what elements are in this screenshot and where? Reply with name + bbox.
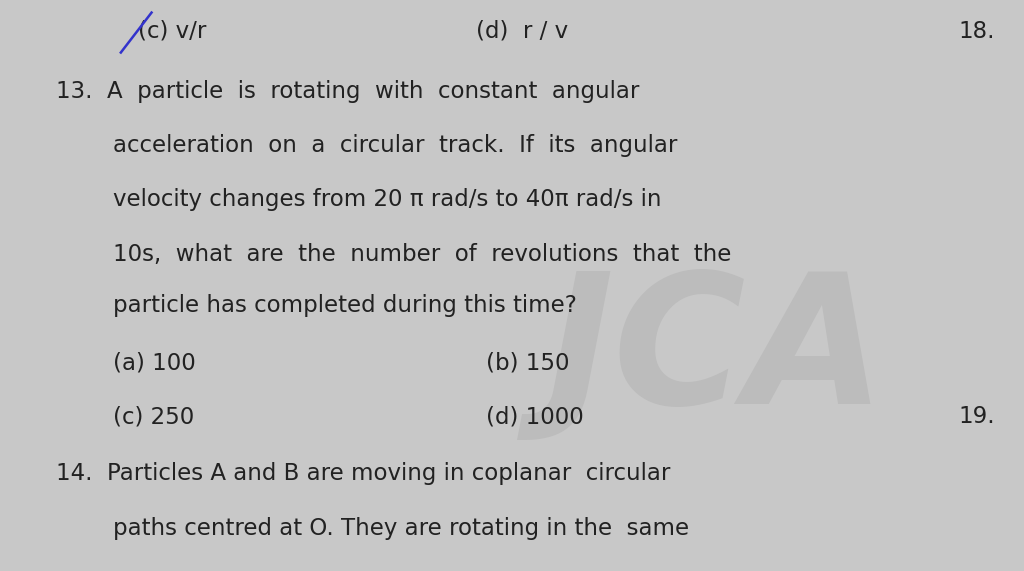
Text: (a) 100: (a) 100 [113, 351, 196, 374]
Text: velocity changes from 20 π rad/s to 40π rad/s in: velocity changes from 20 π rad/s to 40π … [113, 188, 662, 211]
Text: (b) 150: (b) 150 [486, 351, 570, 374]
Text: (c) v/r: (c) v/r [138, 20, 207, 43]
Text: paths centred at O. They are rotating in the  same: paths centred at O. They are rotating in… [113, 517, 689, 540]
Text: (d)  r / v: (d) r / v [476, 20, 568, 43]
Text: particle has completed during this time?: particle has completed during this time? [113, 294, 577, 317]
Text: 14.  Particles A and B are moving in coplanar  circular: 14. Particles A and B are moving in copl… [56, 463, 671, 485]
Text: (d) 1000: (d) 1000 [486, 405, 584, 428]
Text: (c) 250: (c) 250 [113, 405, 194, 428]
Text: 13.  A  particle  is  rotating  with  constant  angular: 13. A particle is rotating with constant… [56, 80, 640, 103]
Text: 18.: 18. [958, 20, 995, 43]
Text: JCA: JCA [547, 266, 887, 442]
Text: 10s,  what  are  the  number  of  revolutions  that  the: 10s, what are the number of revolutions … [113, 243, 731, 266]
Text: acceleration  on  a  circular  track.  If  its  angular: acceleration on a circular track. If its… [113, 134, 677, 157]
Text: 19.: 19. [958, 405, 995, 428]
